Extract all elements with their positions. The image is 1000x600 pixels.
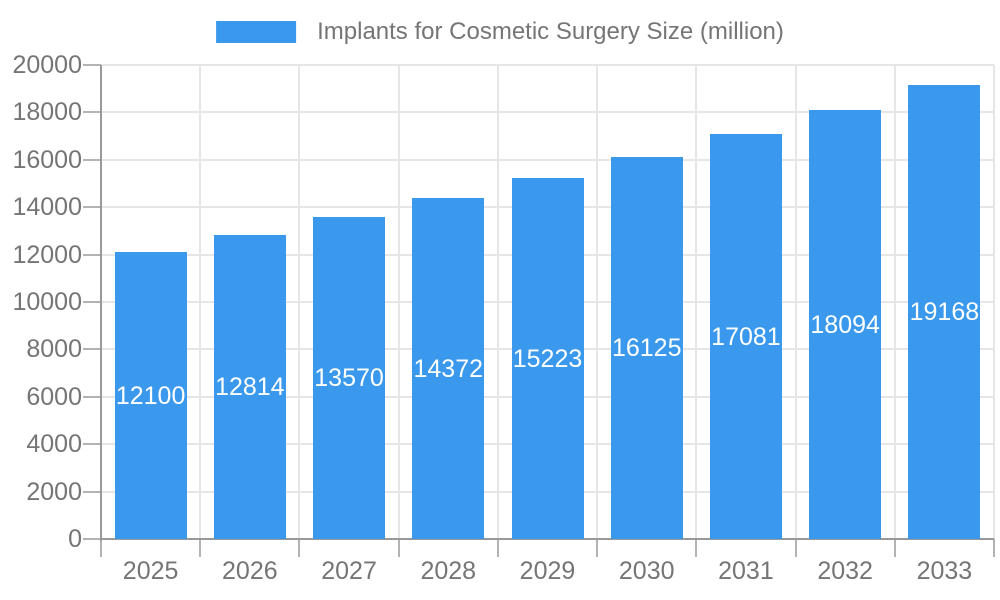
y-tick [83,158,101,161]
bar-2027[interactable] [313,217,386,539]
bar-value-label: 14372 [413,354,484,383]
y-tick [83,253,101,256]
x-tick [298,539,301,557]
y-axis-label: 12000 [12,240,82,269]
x-gridline [596,65,599,539]
x-tick [496,539,499,557]
y-axis-label: 18000 [12,98,82,127]
bar-value-label: 17081 [711,322,781,351]
y-gridline [101,64,994,66]
bar-value-label: 16125 [611,333,682,362]
x-axis-line [101,538,994,540]
legend-swatch-icon [216,21,297,43]
bar-2026[interactable] [213,235,286,539]
y-tick [83,443,101,446]
y-tick [83,111,101,114]
bar-value-label: 12814 [215,373,285,402]
legend-label: Implants for Cosmetic Surgery Size (mill… [317,18,784,45]
bar-value-label: 18094 [810,310,880,339]
y-axis-label: 10000 [12,288,82,316]
y-tick [83,395,101,398]
bar-2025[interactable] [114,252,187,539]
y-tick [83,490,101,493]
bar-2030[interactable] [610,156,683,539]
x-gridline [397,65,400,539]
bar-2032[interactable] [809,110,882,539]
y-axis-label: 16000 [12,145,82,174]
y-tick [83,348,101,351]
y-tick [83,64,101,66]
bar-2031[interactable] [709,134,782,539]
x-tick [794,539,797,557]
y-axis-label: 8000 [26,335,82,364]
x-axis-label: 2032 [817,557,873,585]
bar-2028[interactable] [412,198,485,539]
y-axis-label: 6000 [26,382,82,411]
y-axis-label: 4000 [26,430,82,459]
x-axis-label: 2026 [222,557,278,585]
x-tick [993,539,995,557]
x-tick [397,539,400,557]
x-gridline [695,65,698,539]
y-axis-label: 0 [68,525,82,553]
x-axis-label: 2030 [618,557,675,585]
y-axis-label: 20000 [12,51,82,79]
x-axis-label: 2025 [122,557,179,585]
bar-value-label: 15223 [512,344,583,373]
x-axis-label: 2029 [519,557,576,585]
y-tick [83,301,101,303]
x-tick [100,539,102,557]
y-axis-label: 14000 [12,193,82,222]
x-axis-label: 2028 [420,557,477,585]
bar-value-label: 12100 [115,381,186,410]
x-axis-label: 2033 [916,557,973,585]
x-tick [596,539,599,557]
x-tick [199,539,202,557]
x-gridline [993,65,995,539]
y-tick [83,538,101,540]
bar-value-label: 19168 [909,297,980,326]
y-tick [83,206,101,209]
legend[interactable]: Implants for Cosmetic Surgery Size (mill… [216,19,784,45]
y-gridline [101,111,994,114]
y-axis-line [100,65,102,541]
x-gridline [794,65,797,539]
x-axis-label: 2027 [321,557,377,585]
x-tick [893,539,896,557]
y-gridline [101,158,994,161]
x-gridline [199,65,202,539]
bar-value-label: 13570 [314,364,384,393]
y-axis-label: 2000 [26,477,82,506]
bar-2033[interactable] [908,84,981,539]
x-gridline [893,65,896,539]
x-axis-label: 2031 [718,557,774,585]
x-gridline [496,65,499,539]
x-tick [695,539,698,557]
bar-2029[interactable] [511,178,584,539]
x-gridline [298,65,301,539]
